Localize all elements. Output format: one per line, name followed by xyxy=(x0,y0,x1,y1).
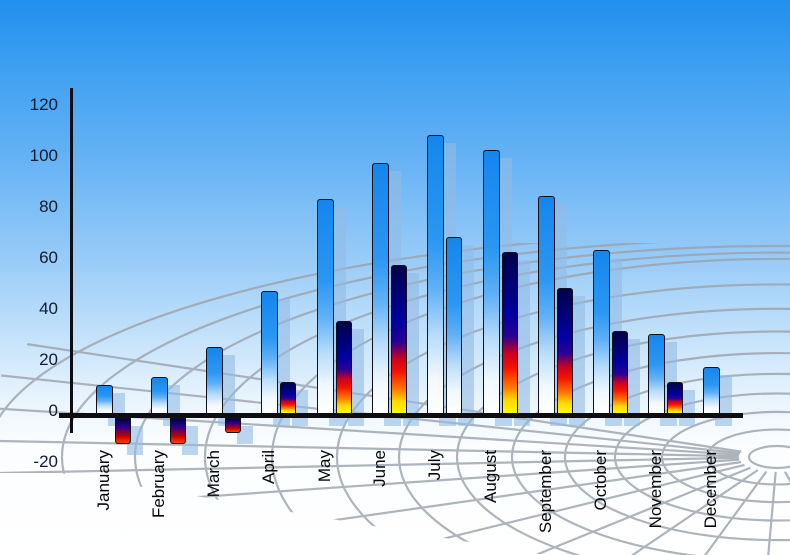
bar-september-primary xyxy=(538,196,555,414)
bar-october-primary xyxy=(593,249,610,414)
bar-shadow-october-secondary xyxy=(624,339,640,426)
bar-may-primary xyxy=(317,198,334,414)
bar-november-primary xyxy=(648,333,665,414)
x-tick-label-february: February xyxy=(149,450,168,519)
bar-april-primary xyxy=(261,290,278,414)
bar-shadow-august-secondary xyxy=(514,260,530,426)
grid-arc xyxy=(613,392,790,522)
grid-arc xyxy=(510,351,790,555)
y-axis-line xyxy=(70,88,73,433)
bar-june-secondary xyxy=(391,265,407,414)
bar-shadow-may-secondary xyxy=(348,329,364,426)
bar-june-primary xyxy=(372,163,389,414)
y-tick-label-40: 40 xyxy=(39,299,58,318)
grid-arc xyxy=(203,251,790,555)
bar-july-primary xyxy=(427,135,444,414)
bar-shadow-march-secondary xyxy=(237,426,253,445)
x-tick-label-may: May xyxy=(315,450,334,483)
grid-ray xyxy=(0,456,739,475)
y-tick-label-80: 80 xyxy=(39,197,58,216)
bar-february-primary xyxy=(151,377,168,414)
grid-arc xyxy=(397,307,790,555)
x-tick-label-october: October xyxy=(591,450,610,511)
grid-arc xyxy=(455,330,790,555)
bar-shadow-june-secondary xyxy=(403,273,419,426)
bar-october-secondary xyxy=(612,331,628,414)
x-axis-line xyxy=(59,413,743,418)
grid-arc xyxy=(270,257,790,555)
bar-march-primary xyxy=(206,346,223,414)
bar-shadow-september-secondary xyxy=(569,296,585,426)
y-tick-label-120: 120 xyxy=(29,95,58,114)
bar-shadow-july-secondary xyxy=(458,245,474,426)
bar-april-secondary xyxy=(280,382,296,414)
grid-ray xyxy=(747,471,777,555)
y-tick-label-100: 100 xyxy=(29,146,58,165)
x-tick-label-january: January xyxy=(94,450,113,511)
bar-november-secondary xyxy=(667,382,683,414)
bar-shadow-february-secondary xyxy=(182,426,198,455)
grid-ray xyxy=(554,470,768,555)
grid-arc xyxy=(563,372,790,542)
x-tick-label-november: November xyxy=(646,450,665,529)
grid-ray xyxy=(0,439,739,458)
x-tick-label-august: August xyxy=(481,450,500,503)
grid-ray xyxy=(218,466,751,555)
y-tick-label-20: 20 xyxy=(39,350,58,369)
grid-arc xyxy=(705,428,790,486)
bar-march-secondary xyxy=(225,418,241,434)
x-tick-label-july: July xyxy=(425,450,444,481)
bar-shadow-january-secondary xyxy=(127,426,143,455)
bar-august-primary xyxy=(483,150,500,414)
x-tick-label-april: April xyxy=(259,450,278,485)
grid-arc xyxy=(335,283,790,555)
x-tick-label-june: June xyxy=(370,450,389,487)
bar-september-secondary xyxy=(557,288,573,414)
grid-ray xyxy=(374,469,759,555)
bar-august-secondary xyxy=(502,252,518,414)
bar-january-secondary xyxy=(115,418,131,444)
y-tick-label-60: 60 xyxy=(39,248,58,267)
x-tick-label-december: December xyxy=(701,450,720,529)
bar-may-secondary xyxy=(336,321,352,414)
bar-july-secondary xyxy=(446,237,462,414)
grid-arc xyxy=(60,243,790,555)
grid-arc xyxy=(660,410,790,504)
x-tick-label-march: March xyxy=(204,450,223,498)
x-tick-label-september: September xyxy=(536,450,555,534)
bar-december-primary xyxy=(703,367,720,414)
grid-arc xyxy=(747,444,790,470)
bar-january-primary xyxy=(96,384,113,414)
y-tick-label--20: -20 xyxy=(33,452,58,471)
bar-february-secondary xyxy=(170,418,186,444)
y-tick-label-0: 0 xyxy=(48,401,58,420)
grid-arc xyxy=(133,244,790,555)
